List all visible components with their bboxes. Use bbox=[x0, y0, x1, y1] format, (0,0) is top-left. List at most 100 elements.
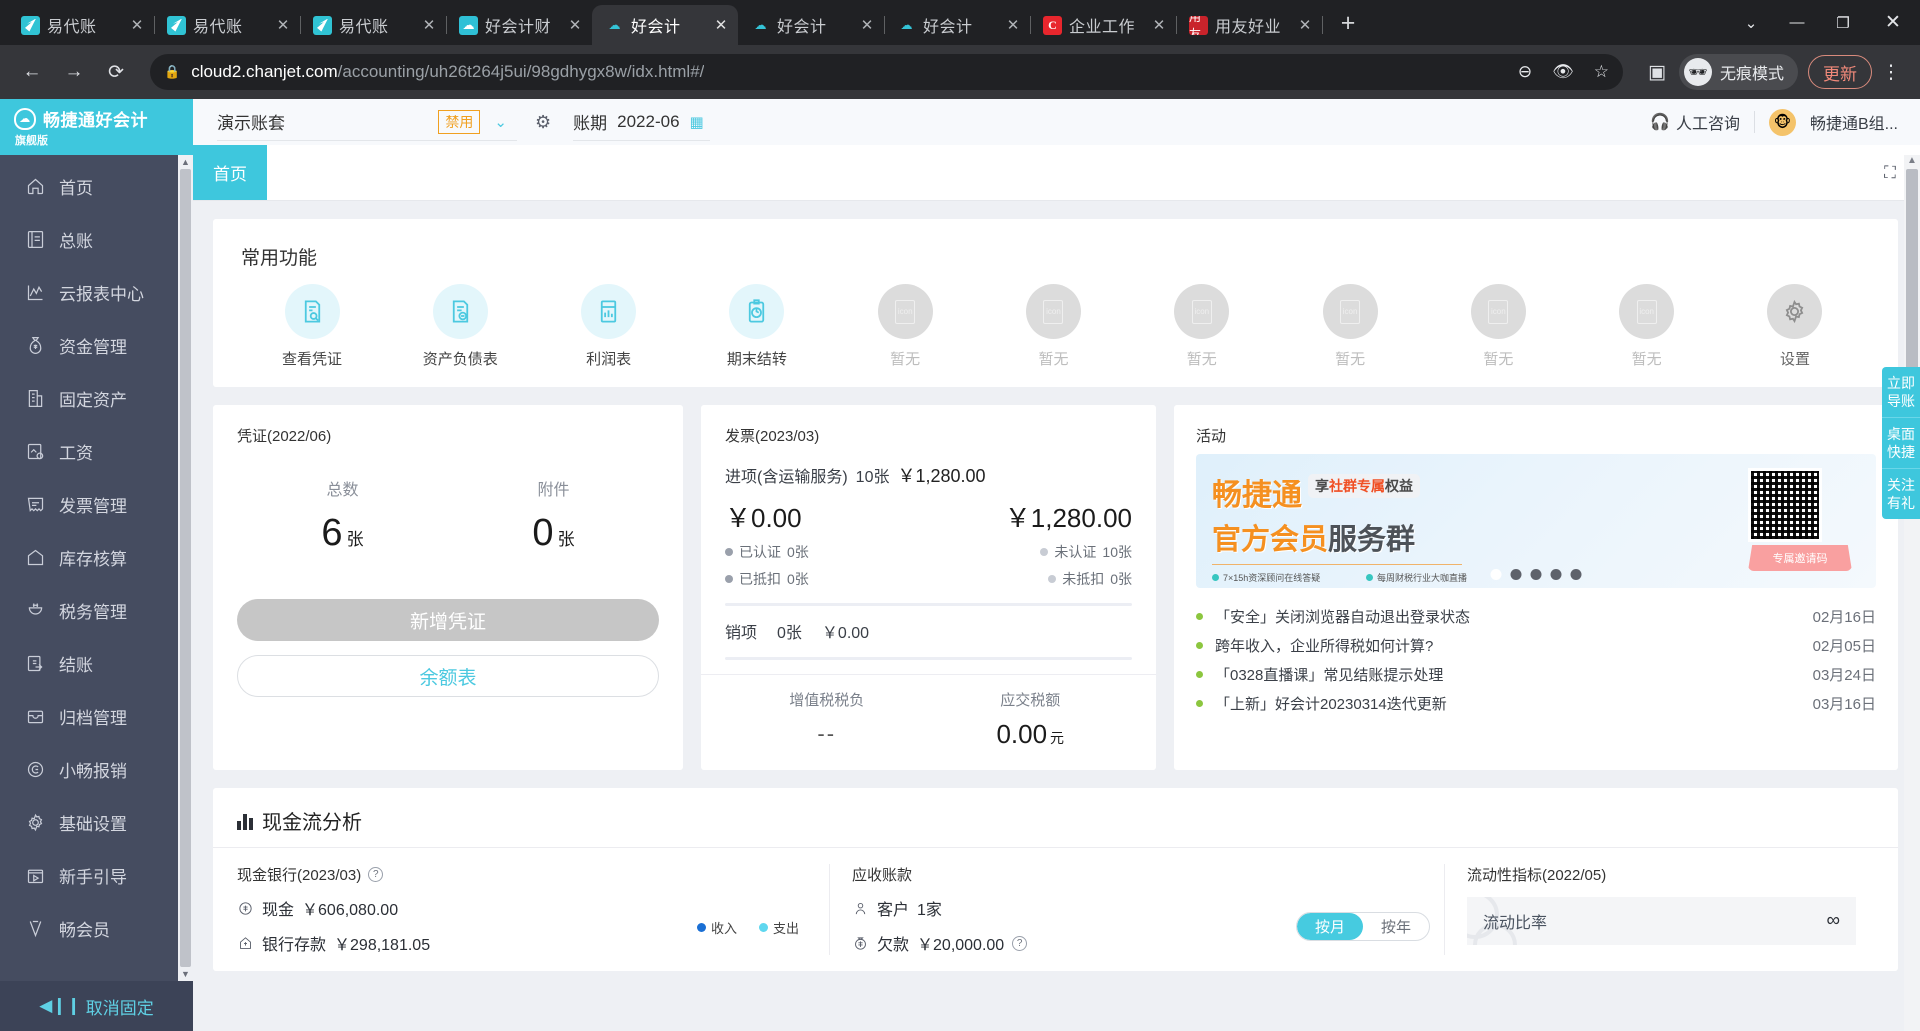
promo-banner[interactable]: 畅捷通 享社群专属权益 官方会员服务群 7×15h资深顾问在线答疑 每周财税行业… bbox=[1196, 454, 1876, 588]
browser-tab[interactable]: ☁ 好会计 ✕ bbox=[884, 5, 1031, 45]
star-icon[interactable]: ☆ bbox=[1593, 62, 1609, 81]
placeholder-icon: icon bbox=[1322, 284, 1378, 339]
sidebar-item-funds[interactable]: 资金管理 bbox=[0, 319, 193, 372]
close-icon[interactable]: ✕ bbox=[422, 17, 436, 34]
unpin-sidebar-button[interactable]: ◀❙❙ 取消固定 bbox=[0, 981, 193, 1031]
sidebar-item-basic-settings[interactable]: 基础设置 bbox=[0, 796, 193, 849]
tax-icon bbox=[25, 600, 46, 621]
eye-off-icon[interactable]: 👁 bbox=[1552, 62, 1574, 81]
sidebar-item-payroll[interactable]: 工资 bbox=[0, 425, 193, 478]
browser-tab-active[interactable]: ☁ 好会计 ✕ bbox=[592, 5, 738, 45]
period-toggle[interactable]: 按月 按年 bbox=[1295, 912, 1430, 941]
close-icon[interactable]: ✕ bbox=[860, 17, 874, 34]
incognito-indicator[interactable]: 🕶 无痕模式 bbox=[1678, 54, 1798, 90]
close-icon[interactable]: ✕ bbox=[130, 17, 144, 34]
help-icon[interactable]: ? bbox=[1012, 935, 1028, 951]
balance-sheet-button[interactable]: 余额表 bbox=[237, 655, 659, 697]
close-icon[interactable]: ✕ bbox=[1298, 17, 1312, 34]
function-profit-report[interactable]: 利润表 bbox=[564, 284, 654, 369]
close-icon[interactable]: ✕ bbox=[568, 17, 582, 34]
page-scrollbar[interactable]: ▲ bbox=[1904, 155, 1920, 1031]
sidebar-item-tax[interactable]: 税务管理 bbox=[0, 584, 193, 637]
maximize-icon[interactable]: ❐ bbox=[1836, 14, 1850, 32]
calendar-icon[interactable]: ▦ bbox=[689, 113, 704, 131]
tab-home[interactable]: 首页 bbox=[193, 145, 267, 200]
zoom-out-icon[interactable]: ⊖ bbox=[1517, 62, 1533, 81]
content-area: 演示账套 禁用 ⌄ ⚙ 账期 2022-06 ▦ 🎧 人工咨询 🐵 畅捷通B组.… bbox=[193, 99, 1920, 1031]
news-item[interactable]: 「安全」关闭浏览器自动退出登录状态 02月16日 bbox=[1196, 602, 1876, 631]
toggle-yearly[interactable]: 按年 bbox=[1380, 919, 1411, 936]
support-button[interactable]: 🎧 人工咨询 bbox=[1650, 110, 1740, 134]
close-icon[interactable]: ✕ bbox=[276, 17, 290, 34]
back-icon[interactable]: ← bbox=[22, 61, 42, 82]
help-icon[interactable]: ? bbox=[368, 867, 384, 882]
user-name[interactable]: 畅捷通B组... bbox=[1809, 116, 1898, 133]
new-tab-button[interactable]: + bbox=[1340, 8, 1356, 37]
function-placeholder[interactable]: icon 暂无 bbox=[1602, 284, 1692, 369]
scroll-up-icon[interactable]: ▲ bbox=[1907, 155, 1917, 166]
scroll-down-icon[interactable]: ▼ bbox=[181, 969, 190, 979]
carousel-dots[interactable] bbox=[1490, 569, 1582, 580]
browser-tab[interactable]: 易代账 ✕ bbox=[154, 5, 301, 45]
float-follow-gift[interactable]: 关注 有礼 bbox=[1887, 477, 1915, 511]
sidebar-item-ledger[interactable]: 总账 bbox=[0, 213, 193, 266]
reload-icon[interactable]: ⟳ bbox=[108, 61, 124, 83]
scroll-thumb[interactable] bbox=[180, 169, 191, 967]
tab-search-icon[interactable]: ⌄ bbox=[1744, 14, 1758, 32]
browser-tab[interactable]: 用友 用友好业 ✕ bbox=[1176, 5, 1323, 45]
function-placeholder[interactable]: icon 暂无 bbox=[860, 284, 950, 369]
sidebar-item-close-books[interactable]: 结账 bbox=[0, 637, 193, 690]
close-icon[interactable]: ✕ bbox=[1006, 17, 1020, 34]
side-panel-icon[interactable]: ▣ bbox=[1648, 61, 1666, 83]
function-settings[interactable]: 设置 bbox=[1750, 284, 1840, 369]
news-date: 02月05日 bbox=[1812, 638, 1876, 655]
browser-tab[interactable]: ☁ 好会计财 ✕ bbox=[446, 5, 592, 45]
sidebar-item-vip[interactable]: 畅会员 bbox=[0, 902, 193, 955]
browser-tab[interactable]: 易代账 ✕ bbox=[300, 5, 447, 45]
news-item[interactable]: 「0328直播课」常见结账提示处理 03月24日 bbox=[1196, 660, 1876, 689]
function-placeholder[interactable]: icon 暂无 bbox=[1305, 284, 1395, 369]
yonyou-favicon: 用友 bbox=[1189, 15, 1208, 35]
sidebar-item-invoice[interactable]: 发票管理 bbox=[0, 478, 193, 531]
add-voucher-button[interactable]: 新增凭证 bbox=[237, 599, 659, 641]
update-button[interactable]: 更新 bbox=[1808, 55, 1872, 89]
fullscreen-icon[interactable]: ⛶ bbox=[1884, 162, 1896, 182]
close-icon[interactable]: ✕ bbox=[714, 17, 728, 34]
toggle-monthly[interactable]: 按月 bbox=[1296, 913, 1363, 940]
sidebar-item-cloud-report[interactable]: 云报表中心 bbox=[0, 266, 193, 319]
function-period-close[interactable]: 期末结转 bbox=[712, 284, 802, 369]
float-desktop-shortcut[interactable]: 桌面 快捷 bbox=[1882, 418, 1920, 469]
function-view-voucher[interactable]: 查看凭证 bbox=[267, 284, 357, 369]
function-placeholder[interactable]: icon 暂无 bbox=[1453, 284, 1543, 369]
browser-tab[interactable]: 易代账 ✕ bbox=[8, 5, 155, 45]
sidebar-item-guide[interactable]: 新手引导 bbox=[0, 849, 193, 902]
news-list: 「安全」关闭浏览器自动退出登录状态 02月16日 跨年收入，企业所得税如何计算?… bbox=[1196, 598, 1876, 718]
forward-icon[interactable]: → bbox=[64, 61, 84, 82]
window-close-icon[interactable]: ✕ bbox=[1885, 12, 1901, 33]
address-bar[interactable]: 🔒 cloud2.chanjet.com/accounting/uh26t264… bbox=[150, 54, 1623, 90]
function-placeholder[interactable]: icon 暂无 bbox=[1008, 284, 1098, 369]
invoice-row-value: 0张 bbox=[787, 544, 809, 560]
close-icon[interactable]: ✕ bbox=[1152, 17, 1166, 34]
sidebar-item-home[interactable]: 首页 bbox=[0, 160, 193, 213]
float-import-ledger[interactable]: 立即 导账 bbox=[1882, 367, 1920, 418]
avatar[interactable]: 🐵 bbox=[1768, 108, 1796, 136]
period-value[interactable]: 2022-06 bbox=[617, 111, 680, 131]
news-item[interactable]: 跨年收入，企业所得税如何计算? 02月05日 bbox=[1196, 631, 1876, 660]
sidebar-item-expense[interactable]: 小畅报销 bbox=[0, 743, 193, 796]
chevron-down-icon[interactable]: ⌄ bbox=[494, 113, 507, 131]
sidebar-scrollbar[interactable]: ▲ ▼ bbox=[178, 155, 193, 981]
sidebar-item-inventory[interactable]: 库存核算 bbox=[0, 531, 193, 584]
browser-tab[interactable]: C 企业工作 ✕ bbox=[1030, 5, 1177, 45]
browser-menu-icon[interactable]: ⋮ bbox=[1881, 61, 1901, 83]
scroll-up-icon[interactable]: ▲ bbox=[181, 157, 190, 167]
placeholder-icon: icon bbox=[877, 284, 933, 339]
sidebar-item-archive[interactable]: 归档管理 bbox=[0, 690, 193, 743]
sidebar-item-fixed-assets[interactable]: 固定资产 bbox=[0, 372, 193, 425]
gear-icon[interactable]: ⚙ bbox=[535, 111, 552, 132]
function-balance-sheet[interactable]: 资产负债表 bbox=[415, 284, 505, 369]
minimize-icon[interactable]: — bbox=[1789, 14, 1805, 31]
browser-tab[interactable]: ☁ 好会计 ✕ bbox=[738, 5, 885, 45]
news-item[interactable]: 「上新」好会计20230314迭代更新 03月16日 bbox=[1196, 689, 1876, 718]
function-placeholder[interactable]: icon 暂无 bbox=[1157, 284, 1247, 369]
